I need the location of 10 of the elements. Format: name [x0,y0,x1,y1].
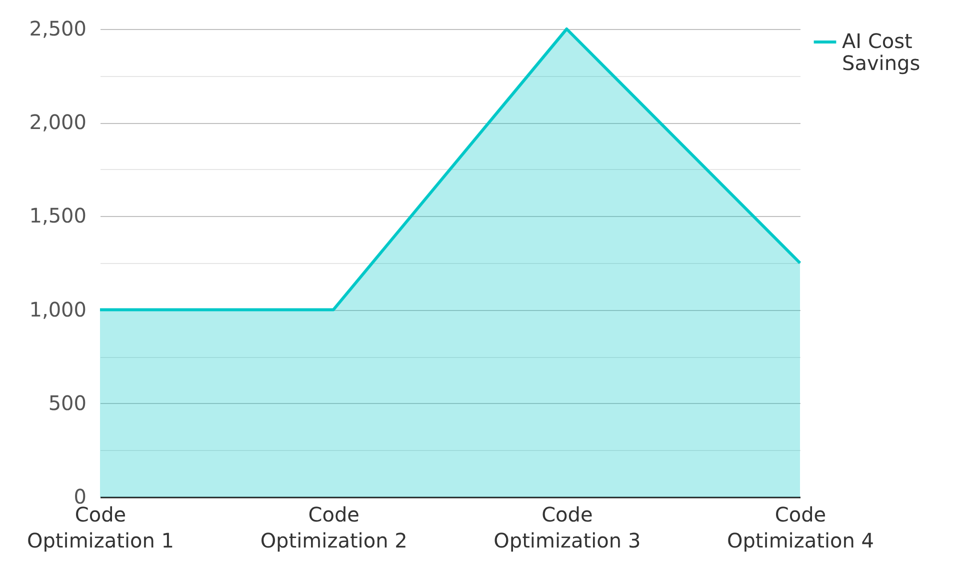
y-tick-label: 2,500 [29,16,86,40]
y-tick-label: 1,500 [29,204,86,228]
x-tick-label: Code Optimization 3 [494,502,641,552]
x-tick-label: Code Optimization 1 [26,502,174,552]
y-tick-label: 1,000 [29,297,86,322]
x-tick-label: Code Optimization 2 [260,502,408,552]
x-tick-label: Code Optimization 4 [726,502,874,552]
y-tick-label: 500 [48,390,86,415]
y-tick-label: 2,000 [29,110,86,134]
legend-label: AI Cost Savings [842,29,920,75]
